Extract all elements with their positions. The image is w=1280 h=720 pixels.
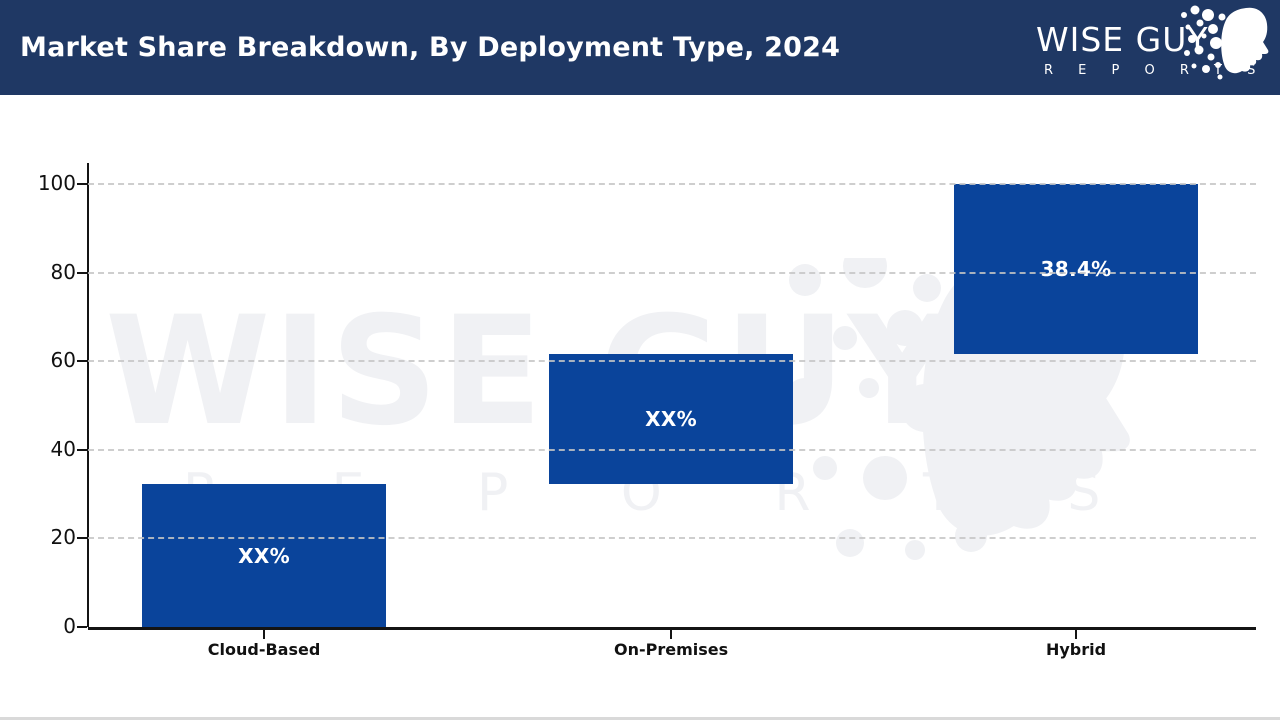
gridline-y20 [88, 537, 1256, 540]
logo-wordmark: WISE GUY [1036, 20, 1209, 59]
header-bar: Market Share Breakdown, By Deployment Ty… [0, 0, 1280, 95]
y-tick-label: 100 [37, 171, 76, 196]
category-label-3: Hybrid [1045, 640, 1107, 659]
logo-face-icon [1221, 7, 1269, 73]
y-axis-line [87, 163, 89, 627]
bar-cloud-based: XX% [142, 484, 387, 627]
logo-subtext: R E P O R T S [1044, 63, 1266, 78]
gridline-y60 [88, 360, 1256, 363]
category-label-1: Cloud-Based [207, 640, 321, 659]
y-tick-mark [77, 360, 87, 363]
y-tick-label: 0 [63, 614, 76, 638]
y-tick-label: 60 [50, 348, 76, 373]
wiseguy-logo-graphic: WISE GUY R E P O R T S [1036, 5, 1269, 79]
x-tick-mark [670, 630, 673, 639]
bar-value-label: XX% [645, 407, 697, 432]
x-tick-mark [263, 630, 266, 639]
x-tick-mark [1075, 630, 1077, 639]
logo-dot-cluster [1181, 5, 1228, 79]
y-tick-mark [77, 537, 87, 540]
y-tick-label: 80 [50, 259, 76, 284]
y-tick-label: 20 [50, 525, 76, 550]
bar-value-label: XX% [238, 543, 290, 568]
y-tick-mark [77, 448, 87, 451]
gridline-y40 [88, 448, 1256, 451]
y-tick-mark [77, 183, 87, 186]
bar-on-premises: XX% [549, 354, 794, 484]
y-tick-mark [77, 626, 87, 628]
bottom-border [0, 717, 1280, 720]
x-axis-line [88, 627, 1256, 630]
gridline-y80 [88, 271, 1256, 274]
chart-title: Market Share Breakdown, By Deployment Ty… [20, 32, 841, 63]
y-tick-mark [77, 271, 87, 274]
wiseguy-logo: WISE GUY R E P O R T S [1032, 3, 1270, 93]
bar-value-label: 38.4% [1040, 257, 1112, 282]
watermark-wordmark: WISE GUY [105, 285, 959, 459]
y-tick-label: 40 [50, 436, 76, 461]
bar-hybrid: 38.4% [954, 184, 1198, 355]
gridline-y100 [88, 183, 1256, 186]
category-label-2: On-Premises [613, 640, 729, 659]
